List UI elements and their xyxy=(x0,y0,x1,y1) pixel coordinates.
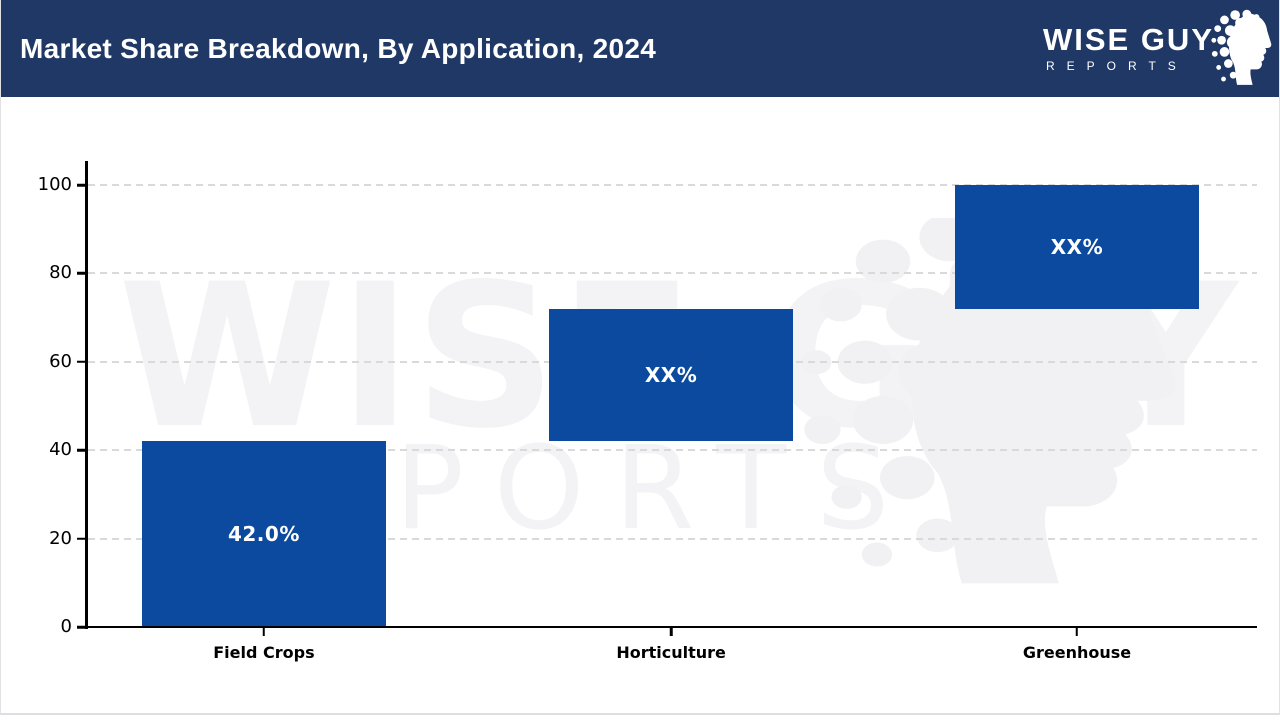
x-axis-tick-labels: Field Crops Horticulture Greenhouse xyxy=(88,627,1257,687)
y-tick-mark xyxy=(77,272,85,275)
x-tick-label-field-crops: Field Crops xyxy=(213,643,315,662)
y-tick-mark xyxy=(77,625,85,629)
y-tick-label: 80 xyxy=(49,262,72,284)
y-axis-tick-labels: 0 20 40 60 80 100 xyxy=(0,163,72,636)
x-axis-line xyxy=(85,625,1257,628)
bar-value-label: XX% xyxy=(1050,234,1104,259)
x-tick-label-horticulture: Horticulture xyxy=(616,643,726,662)
chart-title: Market Share Breakdown, By Application, … xyxy=(20,32,657,64)
wiseguy-logo: WISE GUY REPORTS xyxy=(1043,0,1272,97)
bar-horticulture: XX% xyxy=(549,308,794,442)
y-tick-mark xyxy=(77,360,85,364)
y-tick-label: 40 xyxy=(49,439,72,461)
plot-area: 42.0% XX% XX% xyxy=(77,163,1257,629)
bar-value-label: 42.0% xyxy=(227,522,300,547)
logo-subtext: REPORTS xyxy=(1045,59,1188,73)
logo-wordmark: WISE GUY xyxy=(1042,22,1214,57)
x-tick-label-greenhouse: Greenhouse xyxy=(1022,643,1132,662)
y-tick-label: 100 xyxy=(37,174,72,196)
x-tick-mark xyxy=(669,628,673,636)
y-axis-line xyxy=(85,161,88,629)
bar-value-label: XX% xyxy=(644,363,698,388)
gridline-40 xyxy=(88,449,1257,452)
y-tick-label: 20 xyxy=(49,527,72,549)
y-tick-mark xyxy=(77,537,85,540)
bar-field-crops: 42.0% xyxy=(141,441,386,627)
gridline-80 xyxy=(88,272,1257,275)
gridline-100 xyxy=(88,184,1257,187)
wiseguy-face-icon xyxy=(1211,9,1272,85)
y-tick-label: 0 xyxy=(60,616,72,637)
y-tick-label: 60 xyxy=(49,350,72,372)
header-bar: Market Share Breakdown, By Application, … xyxy=(0,0,1280,97)
x-tick-mark xyxy=(1075,628,1079,636)
x-tick-mark xyxy=(262,628,266,636)
y-tick-mark xyxy=(77,448,85,452)
bar-greenhouse: XX% xyxy=(954,185,1199,309)
gridline-20 xyxy=(88,537,1257,540)
y-tick-mark xyxy=(77,183,85,187)
